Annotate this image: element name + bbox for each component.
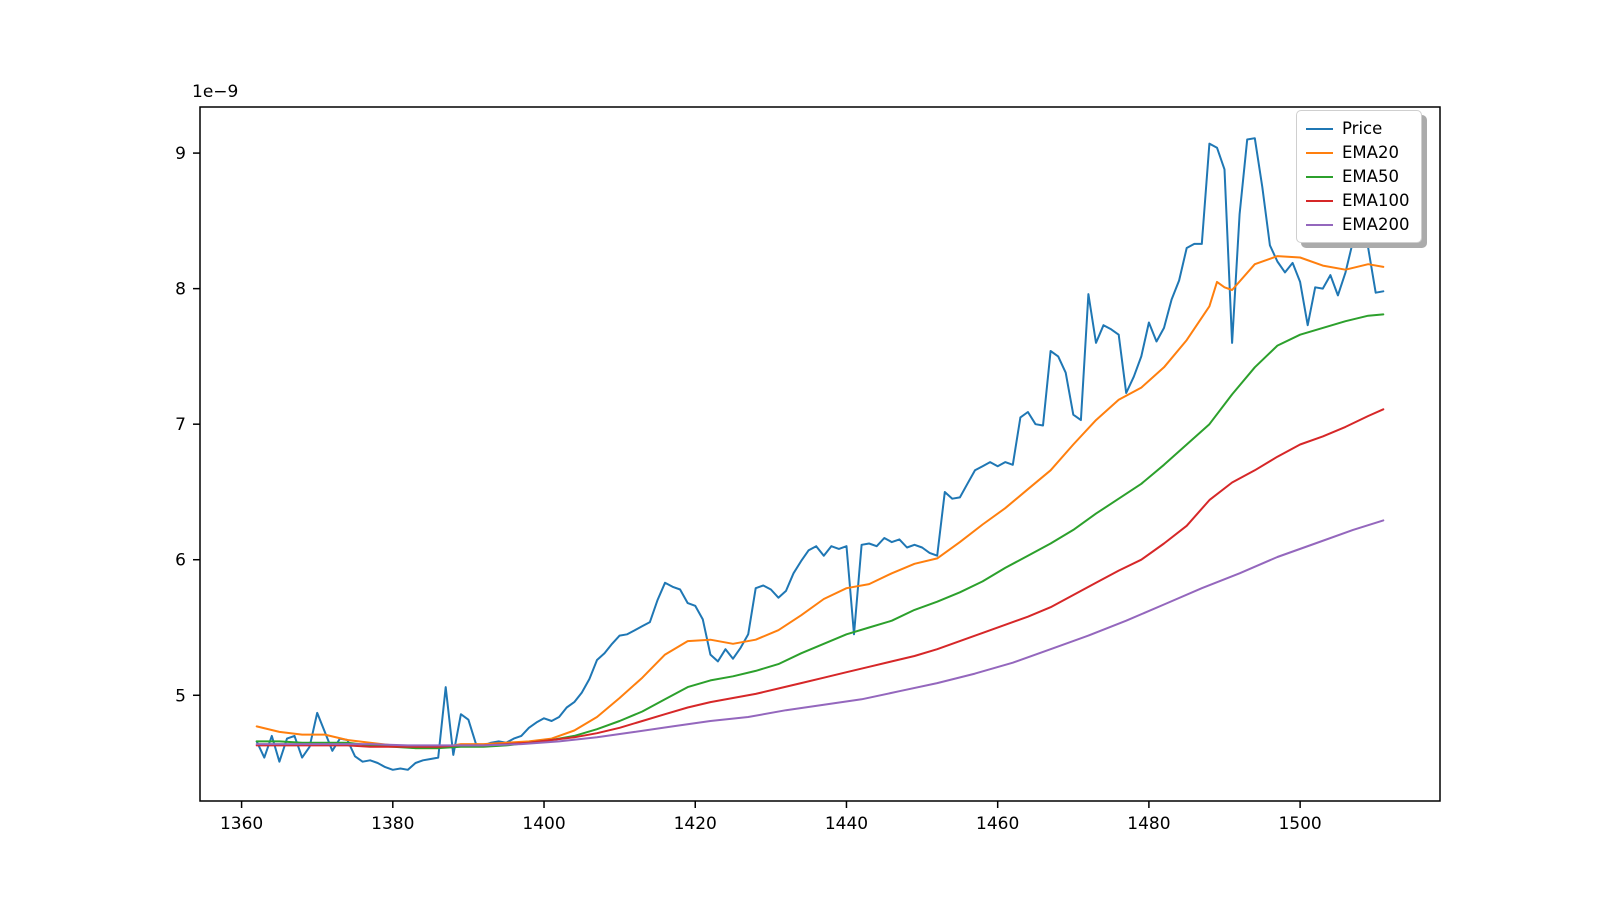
legend-label: EMA100 xyxy=(1342,191,1410,210)
x-tick-label: 1460 xyxy=(976,814,1019,834)
x-tick-label: 1440 xyxy=(825,814,868,834)
axis-offset-label: 1e−9 xyxy=(192,82,238,102)
legend-item-ema20: EMA20 xyxy=(1306,142,1409,163)
legend-swatch-price xyxy=(1306,127,1333,130)
legend-label: EMA50 xyxy=(1342,167,1399,186)
series-line-ema50 xyxy=(255,313,1385,750)
x-tick-label: 1480 xyxy=(1127,814,1170,834)
x-tick-label: 1400 xyxy=(522,814,565,834)
legend-item-ema200: EMA200 xyxy=(1306,214,1409,235)
series-line-ema200 xyxy=(255,519,1385,747)
series-line-ema100 xyxy=(255,408,1385,748)
legend-swatch-ema200 xyxy=(1306,223,1333,226)
legend-label: EMA200 xyxy=(1342,215,1410,234)
x-tick-label: 1420 xyxy=(674,814,717,834)
series-line-ema20 xyxy=(255,255,1385,750)
y-tick-label: 8 xyxy=(175,280,186,300)
x-tick-label: 1380 xyxy=(371,814,414,834)
legend-item-price: Price xyxy=(1306,118,1409,139)
plot-border xyxy=(199,106,1441,802)
legend-label: Price xyxy=(1342,119,1383,138)
axis-ticks: 1360 1380 1400 1420 1440 1460 1480 1500 5 6 7 8 9 xyxy=(175,144,1322,834)
legend-item-ema50: EMA50 xyxy=(1306,166,1409,187)
legend-swatch-ema100 xyxy=(1306,199,1333,202)
series-lines xyxy=(255,137,1385,771)
series-line-price xyxy=(255,137,1385,771)
legend-swatch-ema50 xyxy=(1306,175,1333,178)
legend-swatch-ema20 xyxy=(1306,151,1333,154)
y-tick-label: 6 xyxy=(175,551,186,571)
legend: Price EMA20 EMA50 EMA100 EMA200 xyxy=(1296,110,1423,243)
y-tick-label: 9 xyxy=(175,144,186,164)
x-tick-label: 1360 xyxy=(220,814,263,834)
legend-item-ema100: EMA100 xyxy=(1306,190,1409,211)
y-tick-label: 7 xyxy=(175,415,186,435)
x-tick-label: 1500 xyxy=(1278,814,1321,834)
y-tick-label: 5 xyxy=(175,686,186,706)
legend-label: EMA20 xyxy=(1342,143,1399,162)
